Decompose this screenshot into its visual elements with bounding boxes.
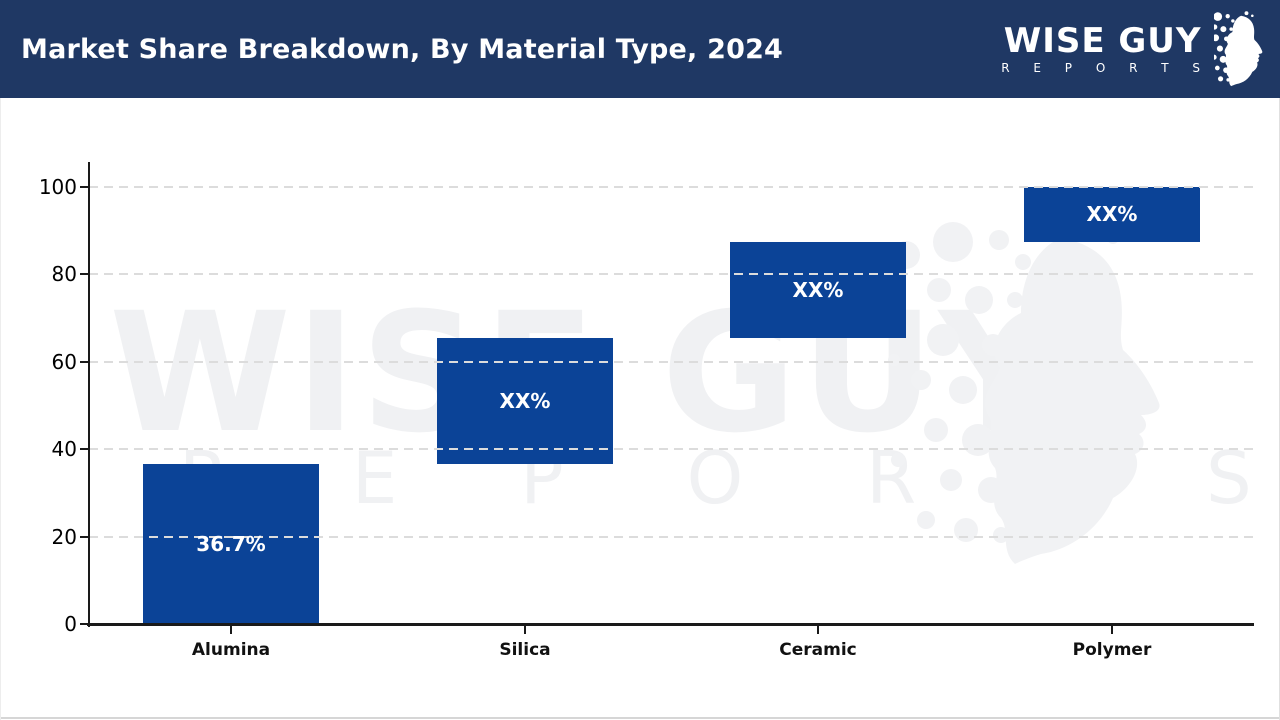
bar-value-label: XX% [792, 277, 844, 302]
header: Market Share Breakdown, By Material Type… [0, 0, 1280, 98]
bar-value-label: 36.7% [196, 531, 266, 556]
y-tick-label: 20 [51, 524, 77, 549]
y-tick-label: 100 [38, 175, 77, 199]
y-tick-label: 60 [51, 349, 77, 374]
brand-wordmark: WISE GUY [1003, 21, 1202, 61]
brand-logo: WISE GUY R E P O R T S [995, 10, 1266, 88]
x-tick-label: Silica [499, 640, 551, 660]
x-tick-label: Alumina [191, 640, 271, 660]
y-tick [80, 360, 89, 363]
gridline [89, 360, 1258, 363]
bar-value-label: XX% [499, 388, 551, 413]
y-tick [80, 535, 89, 538]
y-tick-label: 40 [51, 437, 77, 462]
y-tick [80, 186, 89, 188]
y-tick-label: 0 [64, 612, 77, 636]
brand-subtext: R E P O R T S [1001, 61, 1210, 75]
y-tick [80, 448, 89, 451]
gridline [89, 535, 1258, 538]
x-axis-line [87, 623, 1254, 626]
bottom-rule [1, 717, 1279, 719]
brand-head-icon [1214, 11, 1263, 87]
gridline [89, 273, 1258, 276]
x-tick-label: Polymer [1072, 640, 1152, 660]
y-tick [80, 273, 89, 276]
x-tick [524, 626, 526, 634]
y-tick [80, 623, 89, 625]
gridline [89, 448, 1258, 451]
gridline [89, 186, 1258, 188]
y-tick-label: 80 [51, 262, 77, 287]
bar [143, 463, 319, 624]
x-tick [817, 626, 819, 634]
chart-title: Market Share Breakdown, By Material Type… [21, 33, 784, 65]
bar-value-label: XX% [1086, 202, 1138, 227]
bar [730, 241, 906, 339]
y-axis-line [88, 162, 90, 627]
bar [437, 338, 613, 464]
x-tick-label: Ceramic [779, 640, 857, 660]
brand-logo-text: WISE GUY R E P O R T S [995, 24, 1210, 74]
x-tick [1111, 626, 1113, 634]
watermark-head-icon [888, 217, 1160, 564]
chart-area: WISE GUY R E P O R T S 36.7% XX% XX% XX% 0 20… [0, 98, 1280, 720]
x-tick [230, 626, 232, 634]
